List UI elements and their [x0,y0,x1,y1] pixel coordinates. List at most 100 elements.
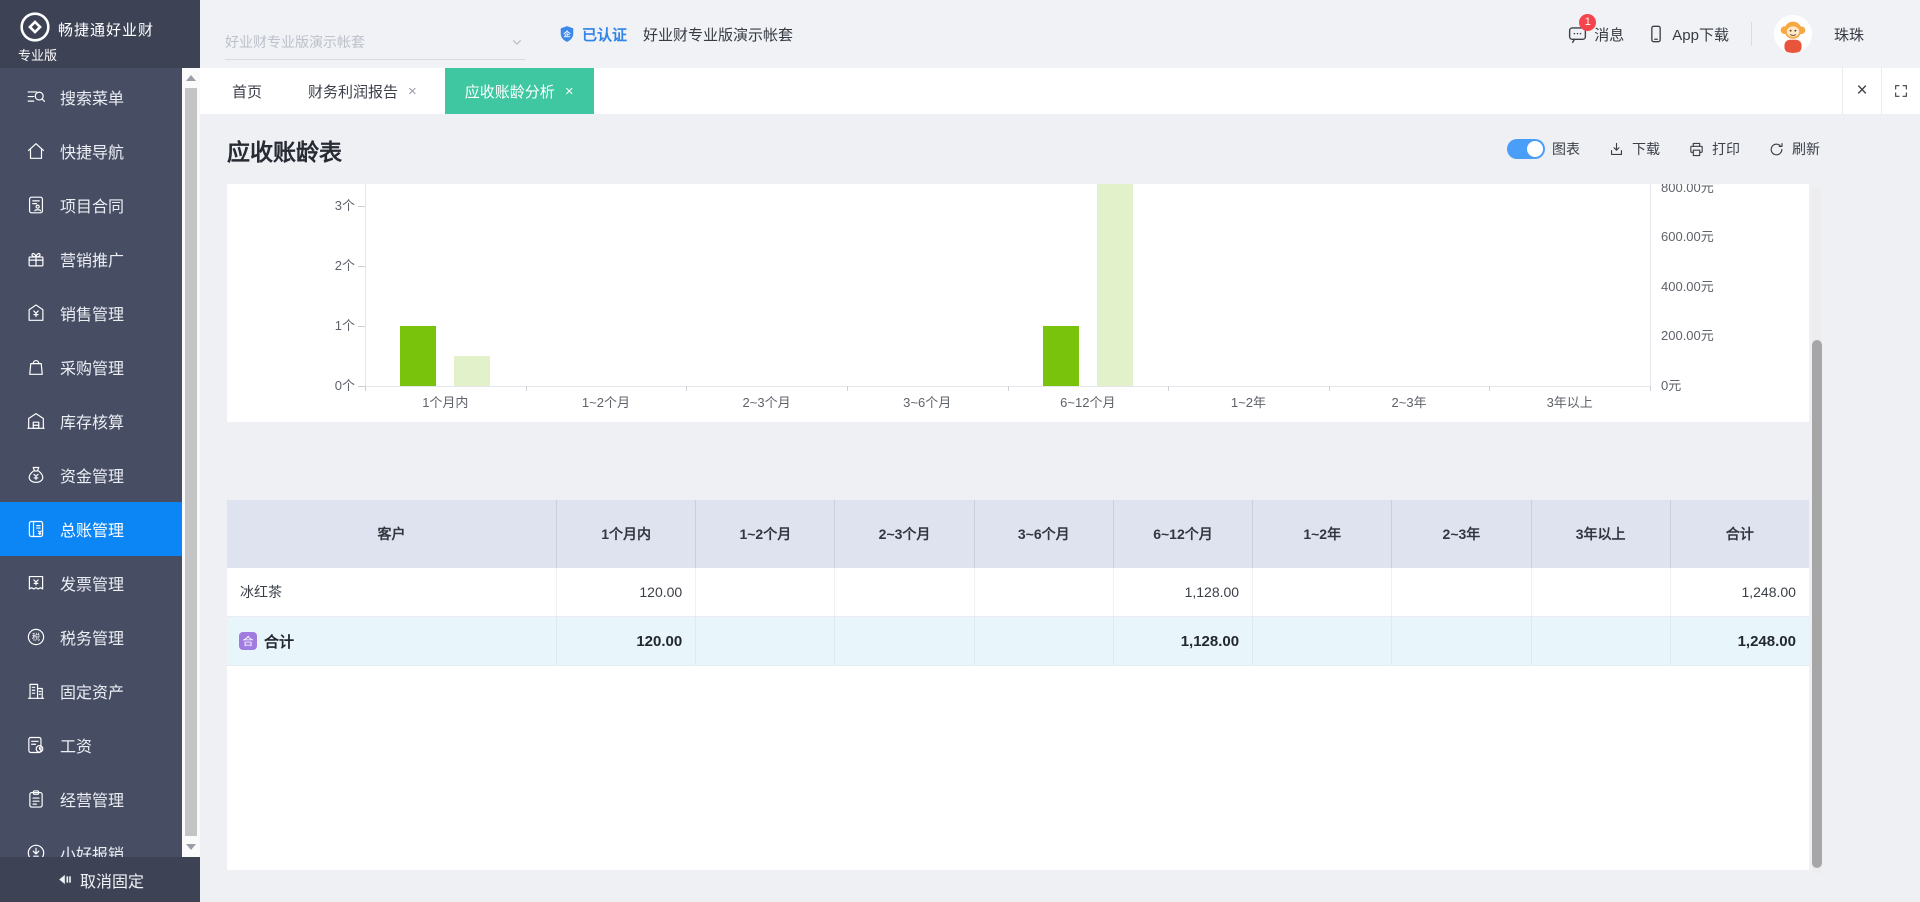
total-amount-cell: 1,128.00 [1114,617,1254,665]
table-total-row: 合合计 120.00 1,128.00 1,248.00 [227,617,1809,666]
sidebar-item-label: 营销推广 [60,253,125,270]
sidebar-item-tax[interactable]: 税 税务管理 [0,610,182,664]
fullscreen-button[interactable] [1881,68,1920,114]
sidebar-scrollbar-thumb[interactable] [185,88,197,836]
x-axis-tick [1168,386,1170,391]
sidebar-item-reimburse[interactable]: 小好报销 [0,826,182,857]
avatar[interactable] [1773,15,1812,53]
printer-icon [1688,141,1705,158]
sidebar-item-purchase[interactable]: 采购管理 [0,340,182,394]
table-row[interactable]: 冰红茶 120.00 1,128.00 1,248.00 [227,568,1809,617]
scroll-up-arrow-icon[interactable] [186,75,196,81]
tab-label: 首页 [232,83,263,101]
sidebar-item-quick-nav[interactable]: 快捷导航 [0,124,182,178]
sidebar-item-label: 固定资产 [60,685,125,702]
download-icon [1608,141,1625,158]
tab-item-1[interactable]: 财务利润报告 × [290,68,435,114]
tab-item-0[interactable]: 首页 [214,68,280,114]
bar-amount [454,356,491,386]
total-amount-cell [696,617,836,665]
sidebar-menu: 搜索菜单快捷导航项目合同营销推广销售管理 采购管理 库存核算 资金管理 总账管理 发票管理… [0,68,182,857]
close-tab-icon[interactable]: × [408,82,417,100]
chart-toggle-switch[interactable] [1507,139,1545,159]
sidebar-item-sales[interactable]: 销售管理 [0,286,182,340]
brand-logo-icon [19,11,51,48]
amount-cell [975,568,1114,616]
amount-cell [1253,568,1393,616]
search-menu-icon [25,86,47,108]
sidebar-item-project-contract[interactable]: 项目合同 [0,178,182,232]
salary-icon [25,734,47,756]
tab-item-2[interactable]: 应收账龄分析 × [444,68,594,114]
total-label-cell: 合合计 [227,617,557,665]
username[interactable]: 珠珠 [1833,26,1864,44]
messages-button[interactable]: 消息 1 [1567,13,1624,45]
chart-toggle-group: 图表 [1507,139,1580,159]
sidebar-item-funds[interactable]: 资金管理 [0,448,182,502]
total-amount-cell [975,617,1114,665]
sidebar-item-label: 经营管理 [60,793,125,810]
inventory-icon [25,410,47,432]
table-header: 客户 1个月内 1~2个月 2~3个月 3~6个月 6~12个月 1~2年 2~3年 3年以上 合… [227,500,1809,568]
sidebar-item-invoice[interactable]: 发票管理 [0,556,182,610]
shield-verified-icon: 企 [557,24,577,44]
report-toolbar: 图表 下载 打印 刷新 [1507,114,1820,184]
close-tabs-button[interactable]: × [1842,68,1881,114]
sidebar-item-ledger[interactable]: 总账管理 [0,502,182,556]
unpin-icon [56,871,73,888]
amount-cell [1392,568,1532,616]
content-scrollbar[interactable] [1812,188,1822,874]
app-download-label: App下载 [1672,26,1729,44]
customer-cell: 冰红茶 [227,568,557,616]
amount-cell [1532,568,1671,616]
y-axis-tick [358,206,365,207]
reimburse-icon [25,842,47,857]
unpin-sidebar-button[interactable]: 取消固定 [0,857,200,902]
bar-count [400,326,437,386]
sidebar-item-marketing[interactable]: 营销推广 [0,232,182,286]
amount-cell [835,568,975,616]
app-download-button[interactable]: App下载 [1646,24,1729,45]
amount-cell: 1,248.00 [1741,584,1796,600]
sidebar-item-operations[interactable]: 经营管理 [0,772,182,826]
sidebar: 畅捷通好业财 专业版 搜索菜单 快捷导航 项目合同 营销推广 销售管理 采购管理 库存核算资… [0,0,200,902]
x-axis-tick [1489,386,1491,391]
total-icon: 合 [239,632,257,650]
account-set-selector[interactable]: 好业财专业版演示帐套 [225,32,525,60]
x-axis-label: 1~2年 [1230,395,1266,410]
download-button[interactable]: 下载 [1608,139,1660,159]
total-amount-cell: 1,248.00 [1737,632,1796,650]
sidebar-item-label: 快捷导航 [60,145,125,162]
sidebar-item-search-menu[interactable]: 搜索菜单 [0,70,182,124]
scroll-down-arrow-icon[interactable] [186,844,196,850]
y-axis-label-right: 600.00元 [1661,229,1714,245]
header-cell: 2~3年 [1392,500,1532,568]
total-label: 合计 [264,633,295,651]
topbar: 好业财专业版演示帐套 企 已认证 好业财专业版演示帐套 [200,0,1920,68]
print-button[interactable]: 打印 [1688,139,1740,159]
tabbar: 首页 财务利润报告 × 应收账龄分析 × × [200,68,1920,114]
header-cell: 合计 [1725,526,1754,542]
sidebar-item-salary[interactable]: 工资 [0,718,182,772]
content-scrollbar-thumb[interactable] [1812,340,1822,868]
y-axis-label-right: 0元 [1661,378,1682,393]
tax-icon: 税 [25,626,47,648]
brand-edition: 专业版 [18,48,58,63]
x-axis-tick [1007,386,1009,391]
sidebar-scrollbar[interactable] [182,68,200,857]
unpin-label: 取消固定 [79,873,144,891]
sidebar-item-fixed-assets[interactable]: 固定资产 [0,664,182,718]
sidebar-item-label: 项目合同 [60,199,125,216]
header-cell: 3~6个月 [975,500,1114,568]
refresh-button[interactable]: 刷新 [1768,139,1820,159]
tabbar-actions: × [1842,68,1920,114]
tab-strip: 首页 财务利润报告 × 应收账龄分析 × [214,68,594,114]
y-axis-left-line [365,184,366,386]
sidebar-item-inventory[interactable]: 库存核算 [0,394,182,448]
close-tab-icon[interactable]: × [564,82,574,100]
sidebar-item-label: 工资 [60,739,93,756]
topbar-right: 消息 1 App下载 [1567,13,1864,53]
header-cell: 1~2年 [1253,500,1393,568]
main-area: 好业财专业版演示帐套 企 已认证 好业财专业版演示帐套 [200,0,1920,902]
verified-badge: 企 已认证 [557,24,627,45]
